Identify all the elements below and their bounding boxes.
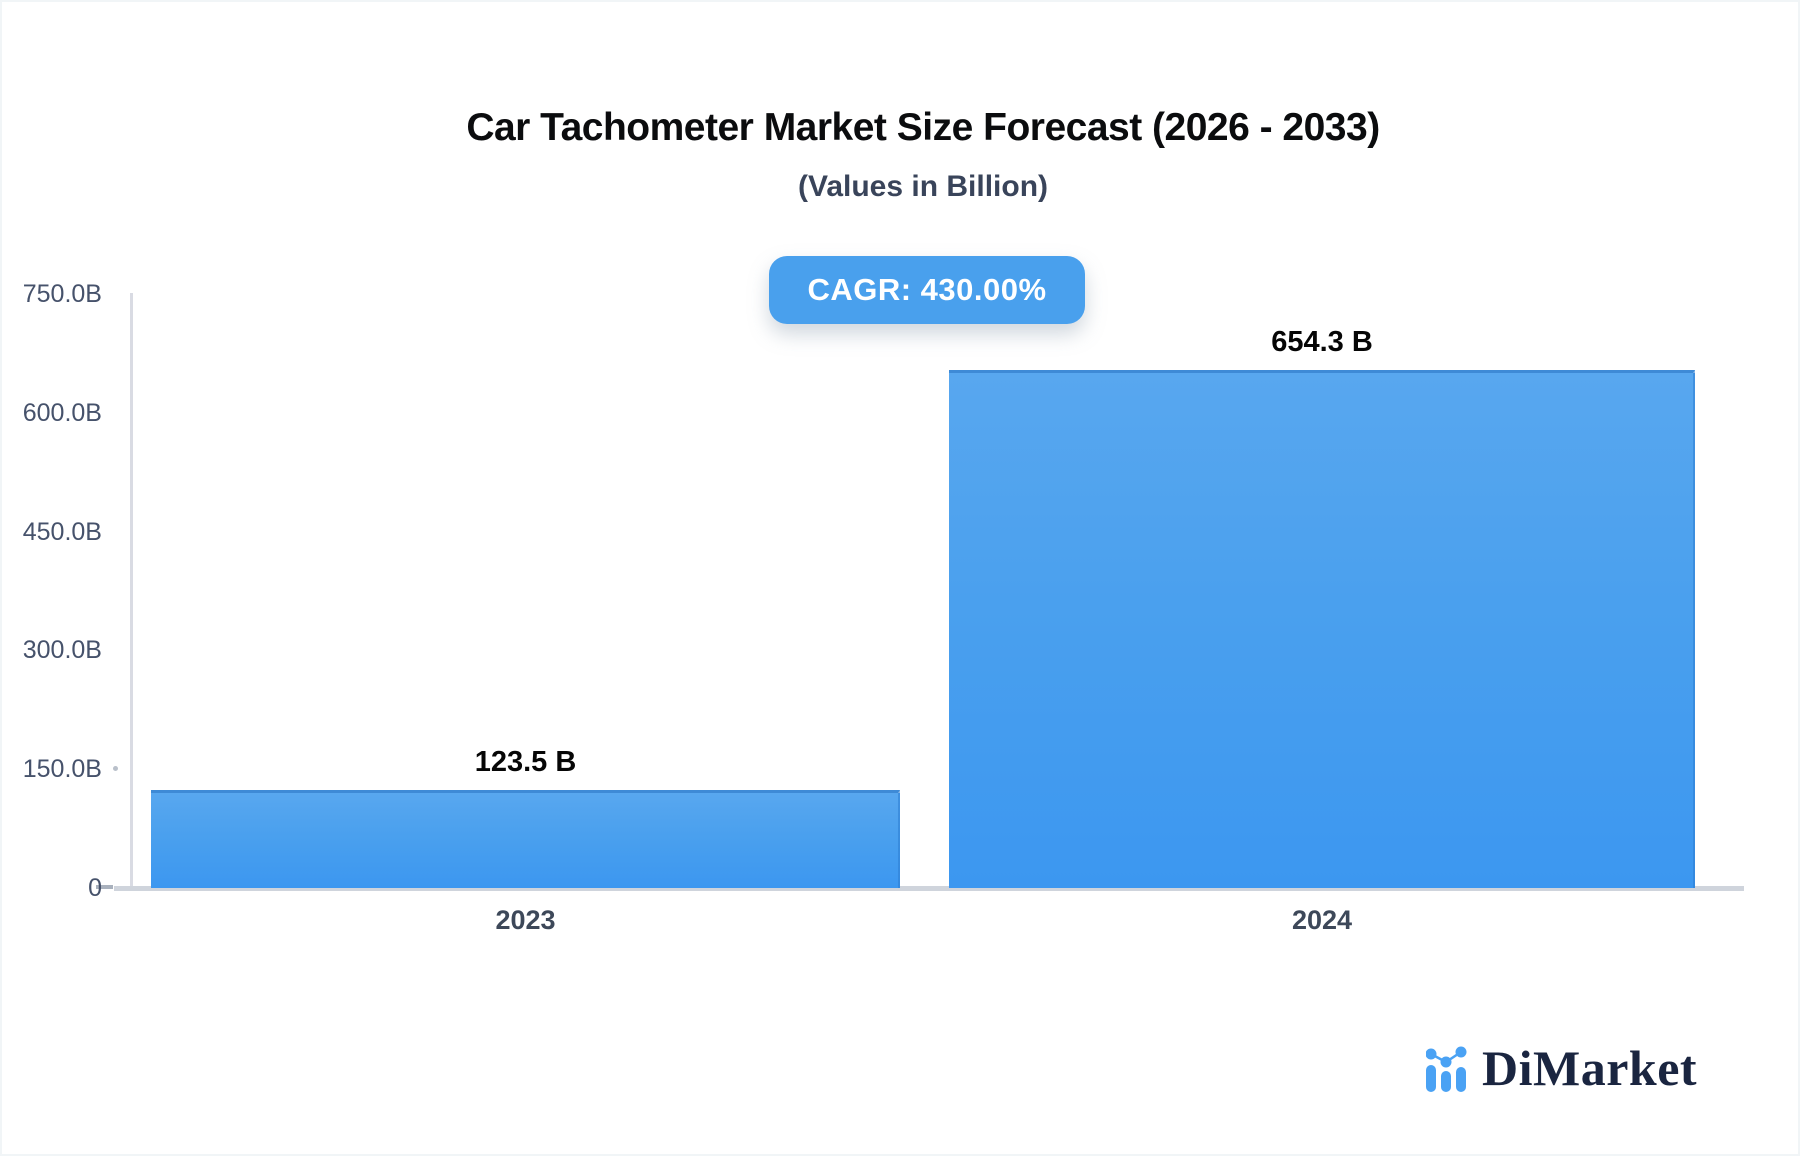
tick-mark-150 <box>113 766 118 771</box>
zero-tick-mark <box>96 885 113 889</box>
y-tick-label-450: 450.0B <box>22 517 102 546</box>
bar-value-label-2023: 123.5 B <box>474 746 577 779</box>
bar-value-label-2024: 654.3 B <box>1271 325 1373 358</box>
bar-2023[interactable] <box>151 790 900 888</box>
y-tick-label-600: 600.0B <box>22 398 102 427</box>
cagr-badge-label: CAGR: 430.00% <box>807 272 1047 307</box>
y-tick-label-150: 150.0B <box>22 755 102 784</box>
chart-subtitle: (Values in Billion) <box>797 170 1049 203</box>
bar-2024[interactable] <box>949 369 1695 888</box>
brand-logo: DiMarket <box>1426 1040 1698 1096</box>
y-tick-label-750: 750.0B <box>22 280 102 308</box>
bar-chart-logo-icon <box>1426 1046 1467 1092</box>
x-axis-label-2024: 2024 <box>1291 905 1353 935</box>
y-tick-label-0: 0 <box>88 874 102 902</box>
brand-name: DiMarket <box>1482 1040 1698 1096</box>
cagr-badge: CAGR: 430.00% <box>769 256 1085 324</box>
y-axis-line <box>130 293 133 890</box>
chart-title: Car Tachometer Market Size Forecast (202… <box>466 106 1380 149</box>
x-axis-label-2023: 2023 <box>495 905 556 935</box>
y-tick-label-300: 300.0B <box>22 636 102 665</box>
x-axis-line <box>114 886 1744 891</box>
